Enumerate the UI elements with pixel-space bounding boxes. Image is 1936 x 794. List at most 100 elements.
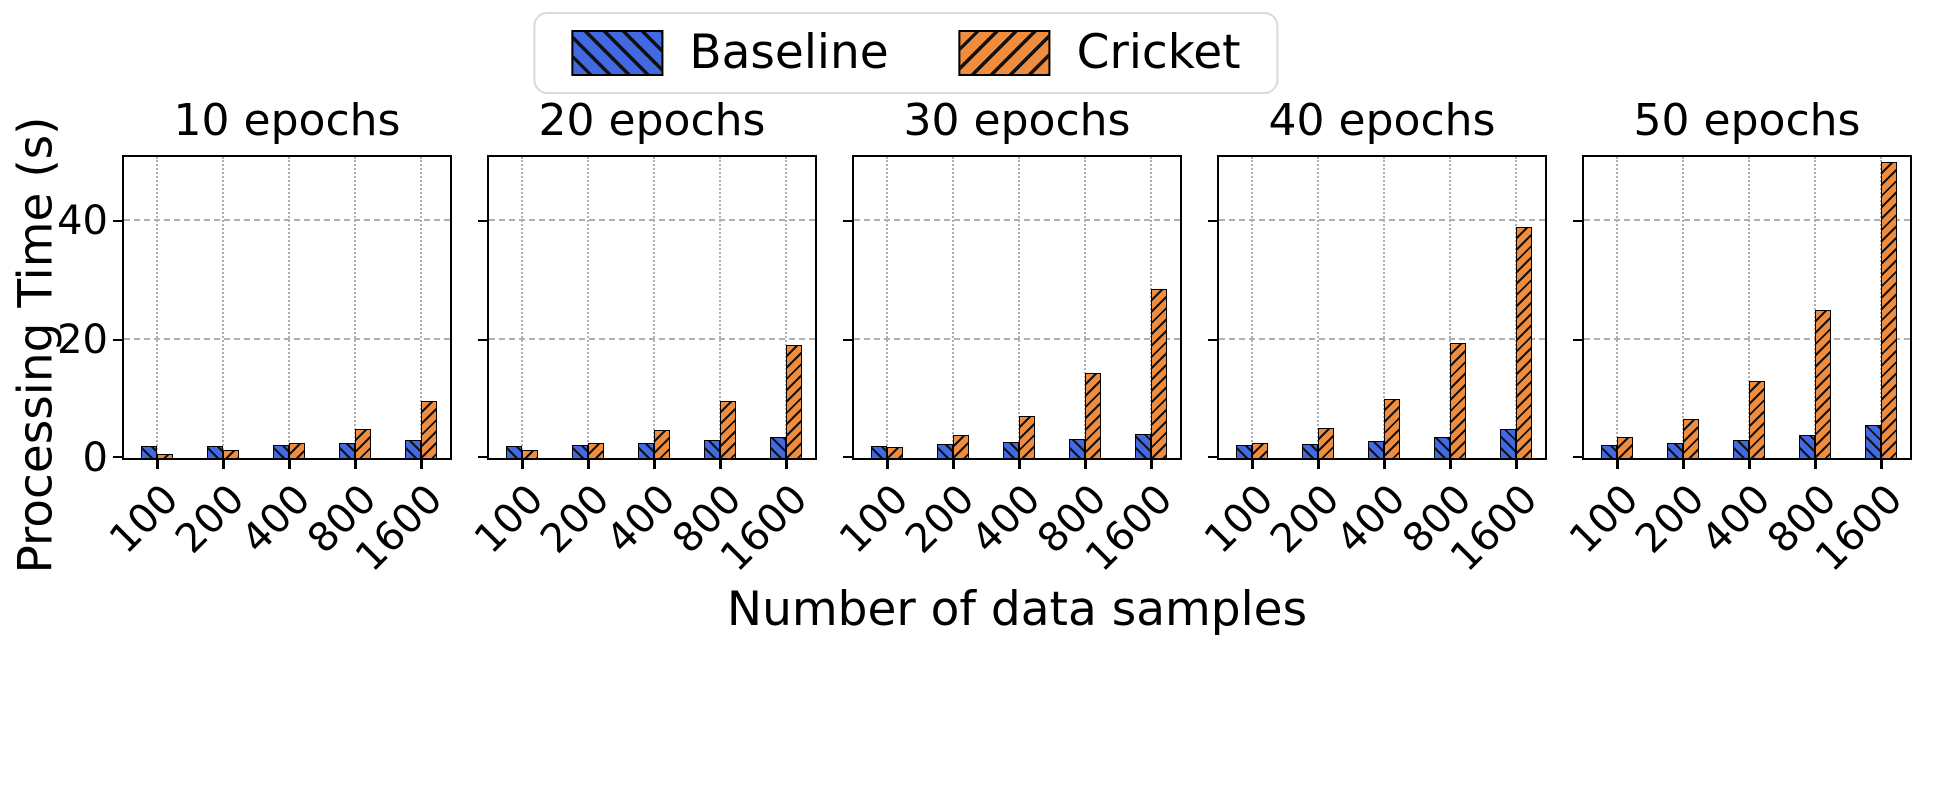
x-axis-label: Number of data samples: [726, 582, 1308, 637]
bar-cricket-800: [1085, 373, 1101, 458]
x-tick-mark: [1682, 458, 1685, 469]
gridline-vertical: [1383, 157, 1385, 458]
bar-cricket-1600: [1881, 162, 1897, 458]
y-tick-mark: [843, 219, 854, 222]
gridline-vertical: [1814, 157, 1816, 458]
bar-cricket-200: [1318, 428, 1334, 458]
gridline-vertical: [587, 157, 589, 458]
bar-baseline-400: [1003, 442, 1019, 458]
bar-cricket-100: [1252, 443, 1268, 458]
bar-baseline-400: [638, 443, 654, 458]
bar-cricket-1600: [421, 401, 437, 458]
y-tick-mark: [1208, 219, 1219, 222]
bar-cricket-200: [953, 435, 969, 458]
gridline-vertical: [1682, 157, 1684, 458]
bar-baseline-800: [704, 440, 720, 458]
x-tick-mark: [156, 458, 159, 469]
bar-cricket-200: [1683, 419, 1699, 458]
bar-baseline-100: [871, 446, 887, 458]
bar-baseline-400: [1733, 440, 1749, 458]
y-tick-mark: [1573, 219, 1584, 222]
subplot-title-5: 50 epochs: [1633, 95, 1861, 146]
x-tick-mark: [1748, 458, 1751, 469]
bar-cricket-100: [1617, 437, 1633, 458]
bar-cricket-1600: [1151, 289, 1167, 458]
bar-cricket-400: [1749, 381, 1765, 458]
y-tick-mark: [478, 455, 489, 458]
x-tick-mark: [354, 458, 357, 469]
legend-label-baseline: Baseline: [689, 25, 889, 80]
bar-cricket-800: [720, 401, 736, 458]
x-tick-mark: [1814, 458, 1817, 469]
gridline-vertical: [1084, 157, 1086, 458]
bar-cricket-100: [887, 447, 903, 458]
bar-baseline-1600: [405, 440, 421, 458]
y-axis-label: Processing Time (s): [8, 116, 64, 574]
gridline-horizontal: [489, 338, 815, 340]
subplot-4: 40 epochs 100 200 400 800 1600: [1196, 95, 1547, 580]
x-tick-mark: [1616, 458, 1619, 469]
gridline-horizontal: [124, 219, 450, 221]
legend-label-cricket: Cricket: [1076, 25, 1241, 80]
y-tick-label: 0: [82, 435, 108, 481]
x-tick-mark: [1449, 458, 1452, 469]
gridline-vertical: [886, 157, 888, 458]
x-tick-mark: [587, 458, 590, 469]
bar-baseline-1600: [770, 437, 786, 458]
bar-baseline-100: [141, 446, 157, 458]
bar-baseline-200: [1667, 443, 1683, 458]
gridline-horizontal: [1219, 338, 1545, 340]
legend-item-baseline: Baseline: [571, 25, 889, 80]
x-tick-mark: [288, 458, 291, 469]
gridline-vertical: [521, 157, 523, 458]
subplot-title-4: 40 epochs: [1268, 95, 1496, 146]
bar-cricket-800: [355, 429, 371, 458]
x-tick-mark: [952, 458, 955, 469]
gridline-vertical: [1251, 157, 1253, 458]
gridline-vertical: [719, 157, 721, 458]
gridline-vertical: [288, 157, 290, 458]
x-tick-mark: [653, 458, 656, 469]
y-tick-mark: [843, 455, 854, 458]
gridline-vertical: [952, 157, 954, 458]
y-tick-mark: [1208, 338, 1219, 341]
bar-baseline-100: [506, 446, 522, 458]
gridline-vertical: [785, 157, 787, 458]
bar-cricket-400: [1019, 416, 1035, 458]
y-tick-mark: [113, 455, 124, 458]
bar-baseline-1600: [1865, 425, 1881, 458]
bar-cricket-400: [654, 430, 670, 458]
bar-cricket-400: [1384, 399, 1400, 458]
bar-baseline-800: [1434, 437, 1450, 458]
y-tick-label: 40: [57, 198, 108, 244]
gridline-vertical: [354, 157, 356, 458]
gridline-horizontal: [124, 338, 450, 340]
x-tick-mark: [1251, 458, 1254, 469]
gridline-horizontal: [1584, 219, 1910, 221]
x-tick-mark: [420, 458, 423, 469]
gridline-vertical: [222, 157, 224, 458]
subplot-5: 50 epochs 100 200 400 800 1600: [1561, 95, 1912, 580]
bar-cricket-1600: [786, 345, 802, 458]
subplot-1: 10 epochs 0 20 40 100 200 400 800 1600: [57, 95, 452, 580]
bar-cricket-200: [588, 443, 604, 458]
subplot-title-1: 10 epochs: [173, 95, 401, 146]
bar-baseline-800: [339, 443, 355, 458]
bar-cricket-800: [1450, 343, 1466, 458]
gridline-vertical: [1018, 157, 1020, 458]
y-tick-mark: [843, 338, 854, 341]
legend-swatch-cricket: [958, 29, 1051, 76]
x-tick-mark: [1018, 458, 1021, 469]
y-tick-mark: [113, 338, 124, 341]
x-tick-mark: [1880, 458, 1883, 469]
x-tick-mark: [1515, 458, 1518, 469]
x-tick-mark: [785, 458, 788, 469]
x-tick-mark: [886, 458, 889, 469]
x-tick-mark: [719, 458, 722, 469]
y-tick-mark: [1573, 338, 1584, 341]
bar-baseline-400: [1368, 441, 1384, 458]
subplot-2: 20 epochs 100 200 400 800 1600: [466, 95, 817, 580]
y-tick-mark: [478, 219, 489, 222]
bar-baseline-1600: [1135, 434, 1151, 458]
